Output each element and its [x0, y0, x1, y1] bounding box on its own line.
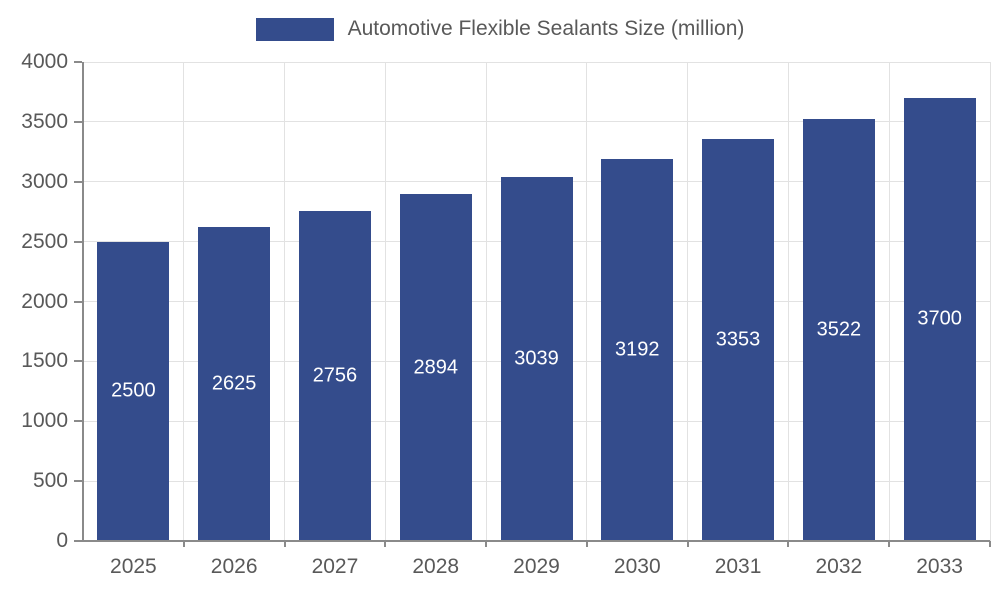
x-axis-tick — [182, 541, 185, 547]
y-axis-tick — [74, 180, 82, 183]
y-axis-label: 4000 — [21, 50, 68, 73]
bar: 3522 — [802, 119, 875, 541]
bar: 2500 — [97, 241, 170, 541]
y-axis-label: 500 — [32, 469, 68, 493]
bar-value-label: 2756 — [312, 364, 358, 387]
y-axis-label: 2000 — [21, 289, 68, 313]
gridline-vertical — [384, 62, 386, 541]
legend-swatch — [255, 17, 334, 41]
bar-value-label: 2500 — [111, 379, 156, 402]
bar-value-label: 3700 — [917, 307, 962, 330]
x-axis-tick — [888, 541, 891, 547]
bar-value-label: 3522 — [816, 318, 862, 341]
x-axis-tick — [384, 541, 387, 547]
bar-value-label: 2894 — [413, 356, 458, 379]
y-axis-tick — [74, 420, 82, 423]
bar-value-label: 2625 — [211, 372, 257, 395]
x-axis-tick — [585, 541, 588, 547]
bar-value-label: 3039 — [514, 347, 559, 370]
chart-legend: Automotive Flexible Sealants Size (milli… — [0, 14, 1000, 44]
y-axis-label: 2500 — [21, 229, 68, 253]
gridline-vertical — [888, 62, 890, 541]
gridline-horizontal — [83, 121, 990, 123]
bar: 2625 — [198, 226, 271, 541]
y-axis-tick — [74, 240, 82, 243]
gridline-vertical — [687, 62, 689, 541]
y-axis-tick — [74, 61, 82, 63]
bar: 2894 — [399, 194, 472, 541]
x-axis-label: 2026 — [210, 555, 258, 578]
x-axis-tick — [989, 541, 991, 547]
bar: 3700 — [903, 97, 976, 541]
bar: 3039 — [500, 177, 573, 541]
plot-area: 0 500 1000 1500 2000 2500 3000 3500 4000 2500 2025… — [21, 50, 991, 578]
x-axis-label: 2032 — [815, 555, 863, 578]
bar: 3192 — [601, 158, 674, 541]
bar-value-label: 3192 — [615, 338, 660, 361]
x-axis-label: 2030 — [613, 555, 661, 578]
gridline-vertical — [183, 62, 185, 541]
y-axis-line — [82, 62, 84, 541]
y-axis-tick — [74, 360, 82, 363]
y-axis-label: 0 — [56, 529, 68, 552]
bar: 2756 — [298, 210, 371, 541]
y-axis-label: 1000 — [21, 409, 68, 433]
x-axis-tick — [787, 541, 790, 547]
x-axis-label: 2025 — [110, 555, 157, 578]
y-axis-label: 3000 — [21, 169, 68, 193]
gridline-vertical — [586, 62, 588, 541]
x-axis-label: 2027 — [311, 555, 359, 578]
x-axis-tick — [686, 541, 689, 547]
gridline-horizontal — [83, 61, 990, 63]
gridline-vertical — [284, 62, 286, 541]
gridline-vertical — [485, 62, 487, 541]
y-axis-label: 1500 — [21, 349, 68, 373]
x-axis-label: 2033 — [916, 555, 963, 578]
y-axis-tick — [74, 540, 82, 542]
y-axis-tick — [74, 120, 82, 123]
x-axis-line — [82, 540, 990, 542]
x-axis-label: 2031 — [714, 555, 762, 578]
x-axis-tick — [283, 541, 286, 547]
y-axis-tick — [74, 300, 82, 303]
x-axis-label: 2029 — [513, 555, 560, 578]
x-axis-label: 2028 — [412, 555, 460, 578]
y-axis-tick — [74, 480, 82, 483]
x-axis-tick — [485, 541, 488, 547]
y-axis-label: 3500 — [21, 109, 68, 133]
bar-value-label: 3353 — [715, 328, 761, 351]
gridline-vertical — [787, 62, 789, 541]
gridline-vertical — [989, 62, 991, 541]
legend-label: Automotive Flexible Sealants Size (milli… — [347, 17, 745, 40]
bar: 3353 — [702, 139, 775, 541]
